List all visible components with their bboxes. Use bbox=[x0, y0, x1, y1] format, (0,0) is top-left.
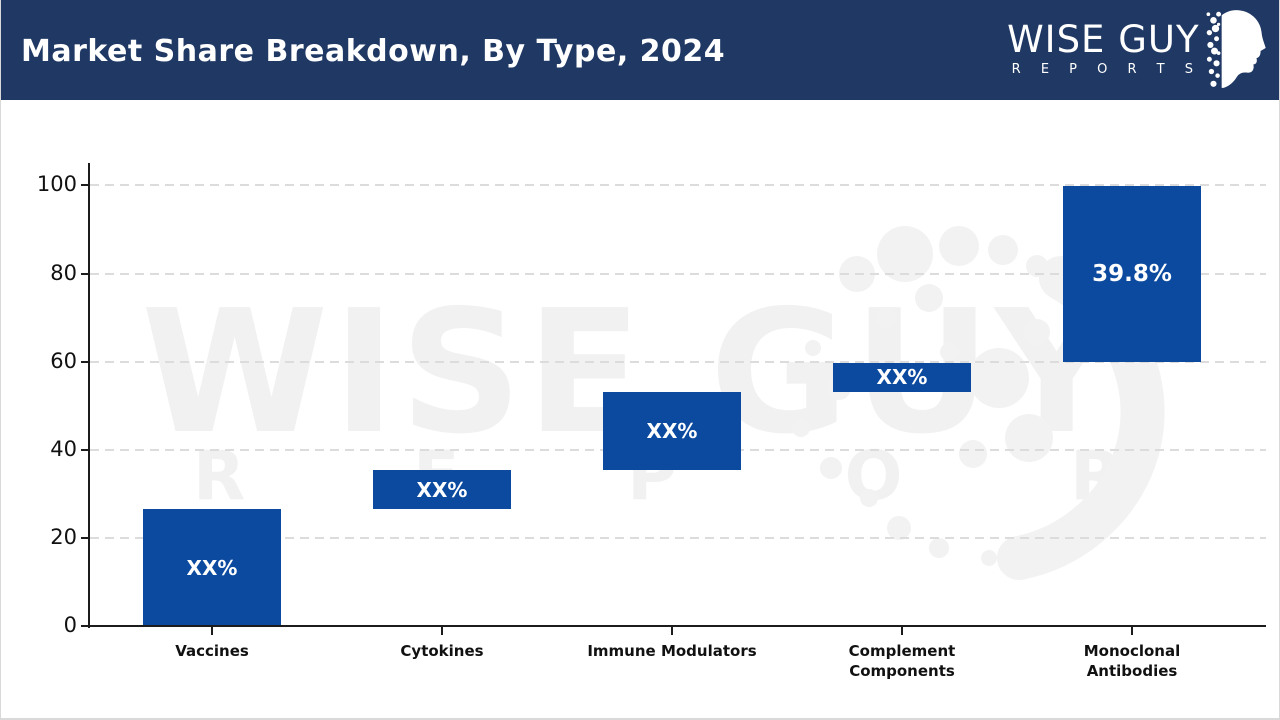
y-tick-label-20: 20 bbox=[50, 525, 77, 550]
category-label-4: Monoclonal Antibodies bbox=[1083, 642, 1181, 681]
category-label-1: Cytokines bbox=[400, 642, 484, 661]
y-tick-20 bbox=[81, 537, 89, 540]
category-label-3: Complement Components bbox=[848, 642, 956, 681]
y-tick-label-60: 60 bbox=[50, 348, 77, 373]
bar-monoclonal-antibodies: 39.8% bbox=[1063, 186, 1201, 362]
x-tick-3 bbox=[901, 627, 903, 636]
y-tick-label-100: 100 bbox=[36, 172, 77, 197]
gridline-y60 bbox=[90, 360, 1266, 363]
x-tick-4 bbox=[1131, 627, 1133, 636]
bar-complement-components: XX% bbox=[833, 362, 971, 393]
y-tick-label-80: 80 bbox=[50, 260, 77, 285]
logo-head-icon bbox=[1206, 10, 1266, 88]
logo-text: WISE GUY R E P O R T S bbox=[1006, 20, 1201, 78]
y-tick-100 bbox=[81, 184, 89, 187]
wise-guy-reports-logo: WISE GUY R E P O R T S bbox=[1006, 6, 1269, 92]
bar-value-label: XX% bbox=[646, 419, 698, 444]
gridline-y80 bbox=[90, 272, 1266, 275]
category-label-0: Vaccines bbox=[175, 642, 249, 661]
y-tick-0 bbox=[81, 625, 89, 628]
header-bar: Market Share Breakdown, By Type, 2024 WI… bbox=[1, 0, 1279, 100]
x-tick-1 bbox=[441, 627, 443, 636]
x-tick-2 bbox=[671, 627, 673, 636]
y-tick-60 bbox=[81, 360, 89, 363]
x-axis-spine bbox=[88, 625, 1266, 628]
bar-value-label: XX% bbox=[186, 555, 238, 580]
category-label-2: Immune Modulators bbox=[587, 642, 757, 661]
bar-value-label: XX% bbox=[416, 477, 468, 502]
y-tick-40 bbox=[81, 448, 89, 451]
y-axis-spine bbox=[88, 163, 90, 629]
gridline-y100 bbox=[90, 184, 1266, 187]
y-tick-label-0: 0 bbox=[63, 613, 77, 638]
x-tick-0 bbox=[211, 627, 213, 636]
logo-wordmark: WISE GUY bbox=[1007, 18, 1200, 61]
page-title: Market Share Breakdown, By Type, 2024 bbox=[21, 34, 726, 69]
bar-cytokines: XX% bbox=[373, 470, 511, 509]
bar-vaccines: XX% bbox=[143, 508, 281, 627]
bar-immune-modulators: XX% bbox=[603, 392, 741, 471]
logo-subtitle: R E P O R T S bbox=[1011, 62, 1201, 77]
y-tick-80 bbox=[81, 272, 89, 275]
bar-value-label: 39.8% bbox=[1092, 260, 1172, 287]
gridline-y20 bbox=[90, 537, 1266, 540]
y-tick-label-40: 40 bbox=[50, 436, 77, 461]
bar-value-label: XX% bbox=[876, 365, 928, 390]
